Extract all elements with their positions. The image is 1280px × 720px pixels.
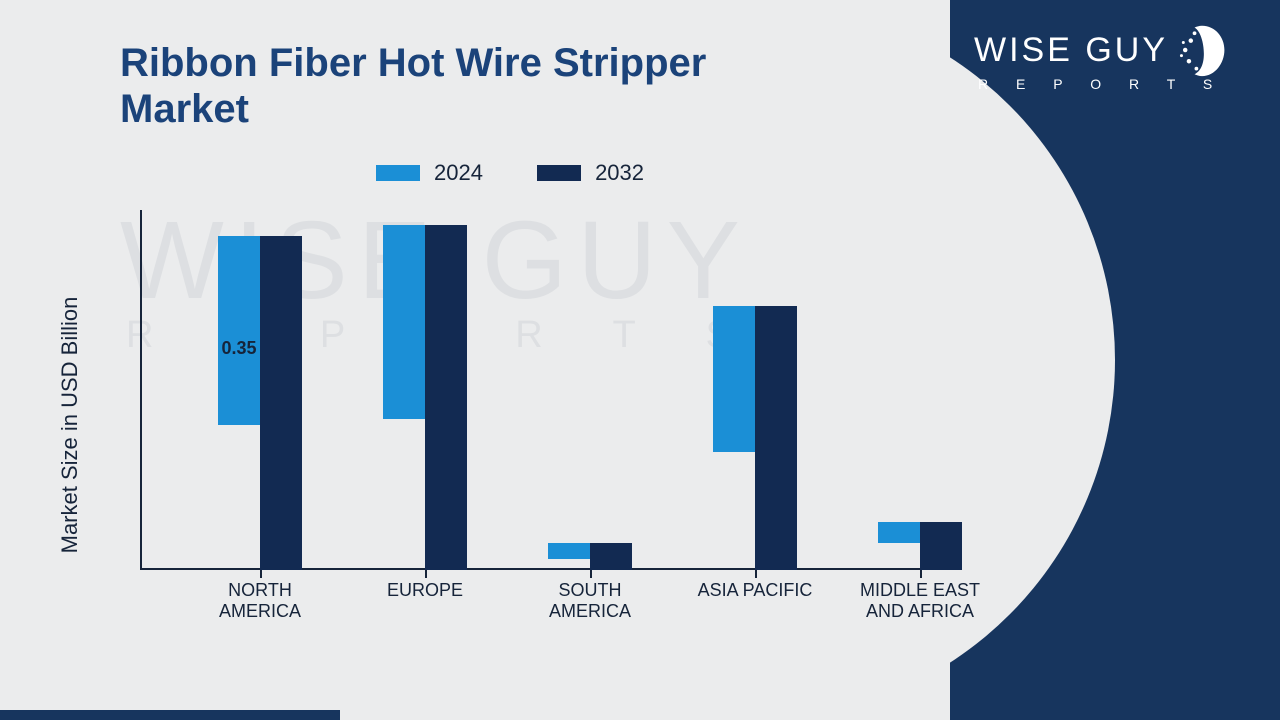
bar-2032 bbox=[590, 543, 632, 570]
brand-sub-text: R E P O R T S bbox=[974, 76, 1244, 92]
legend-swatch-2024 bbox=[376, 165, 420, 181]
bar-2032 bbox=[260, 236, 302, 570]
bar-2032 bbox=[425, 225, 467, 570]
legend-item-2024: 2024 bbox=[376, 160, 483, 186]
legend-label-2024: 2024 bbox=[434, 160, 483, 186]
chart-container: Market Size in USD Billion 2024 2032 0.3… bbox=[60, 160, 960, 690]
legend-label-2032: 2032 bbox=[595, 160, 644, 186]
category-label: SOUTH AMERICA bbox=[520, 570, 660, 621]
bar-group bbox=[865, 522, 975, 570]
bar-group bbox=[205, 236, 315, 570]
bar-value-label: 0.35 bbox=[221, 338, 256, 359]
plot-area: 0.35NORTH AMERICAEUROPESOUTH AMERICAASIA… bbox=[140, 220, 960, 570]
bar-2024 bbox=[713, 306, 755, 451]
bar-2024 bbox=[218, 236, 260, 424]
category-label: NORTH AMERICA bbox=[190, 570, 330, 621]
footer-accent-bar bbox=[0, 710, 340, 720]
bar-2024 bbox=[548, 543, 590, 559]
legend: 2024 2032 bbox=[60, 160, 960, 187]
brand-logo: WISE GUY R E P O R T S bbox=[974, 22, 1244, 92]
bar-group bbox=[535, 543, 645, 570]
category-label: EUROPE bbox=[355, 570, 495, 601]
legend-swatch-2032 bbox=[537, 165, 581, 181]
bar-2032 bbox=[755, 306, 797, 570]
y-axis-line bbox=[140, 210, 142, 570]
brand-main-text: WISE GUY bbox=[974, 31, 1168, 70]
bar-group bbox=[370, 225, 480, 570]
category-label: ASIA PACIFIC bbox=[685, 570, 825, 601]
bar-2024 bbox=[383, 225, 425, 419]
bar-group bbox=[700, 306, 810, 570]
chart-title: Ribbon Fiber Hot Wire Stripper Market bbox=[120, 40, 820, 132]
y-axis-label: Market Size in USD Billion bbox=[57, 297, 83, 554]
category-label: MIDDLE EAST AND AFRICA bbox=[850, 570, 990, 621]
head-dots-icon bbox=[1174, 22, 1230, 78]
bar-2024 bbox=[878, 522, 920, 544]
legend-item-2032: 2032 bbox=[537, 160, 644, 186]
bar-2032 bbox=[920, 522, 962, 570]
